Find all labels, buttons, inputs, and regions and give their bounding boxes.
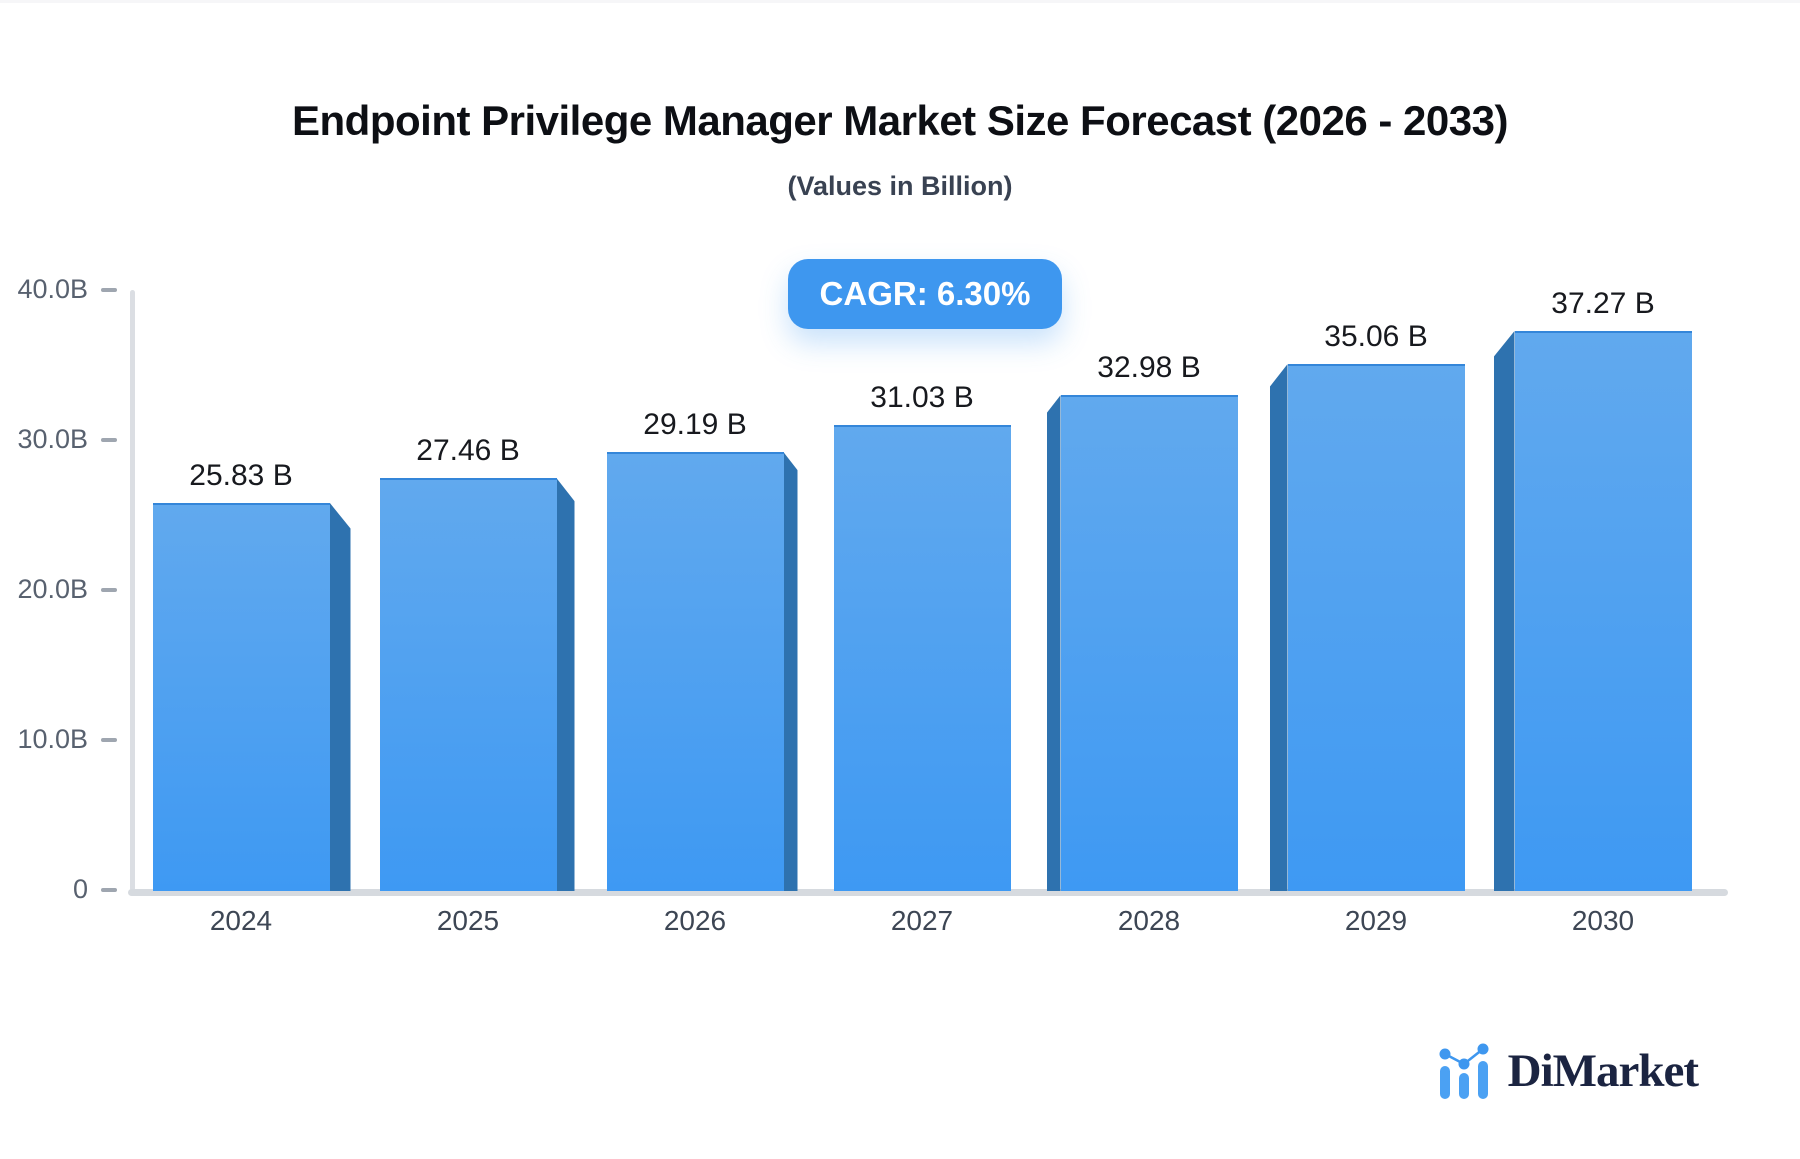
y-axis-tick-label: 30.0B: [17, 424, 88, 454]
y-axis-tick-mark: [101, 588, 117, 592]
bar-2025: [379, 478, 557, 891]
cagr-badge: CAGR: 6.30%: [788, 259, 1062, 329]
bar-2026: [606, 452, 784, 891]
bar-2029: [1287, 364, 1465, 891]
y-axis-line: [130, 290, 135, 891]
bar-value-label: 27.46 B: [416, 434, 520, 468]
y-axis-tick-mark: [101, 738, 117, 742]
bar-value-label: 35.06 B: [1324, 320, 1428, 354]
x-axis-category-label: 2030: [1571, 905, 1635, 936]
bar-value-label: 32.98 B: [1097, 351, 1201, 385]
y-axis-tick-label: 40.0B: [17, 274, 88, 304]
chart-subtitle: (Values in Billion): [787, 171, 1013, 201]
bar-chart-plot-area: 0 10.0B 20.0B 30.0B 40.0B 25.83 B 2024 27.46 B 2…: [0, 3, 1800, 1159]
x-axis-category-label: 2027: [890, 905, 954, 936]
bar-3d-side-2025: [556, 478, 575, 891]
bar-3d-side-2030: [1493, 330, 1515, 891]
bar-3d-side-2024: [329, 502, 351, 891]
bar-3d-side-2026: [783, 452, 798, 891]
x-axis-category-label: 2028: [1117, 905, 1181, 936]
y-axis-tick-label: 10.0B: [17, 724, 88, 754]
y-axis-tick-label: 20.0B: [17, 574, 88, 604]
bar-2027: [833, 424, 1011, 891]
bar-value-label: 31.03 B: [870, 380, 974, 414]
y-axis-tick-label: 0: [72, 874, 88, 904]
y-axis-tick-mark: [101, 888, 117, 892]
bar-2028: [1060, 395, 1238, 891]
chart-title: Endpoint Privilege Manager Market Size F…: [292, 97, 1508, 144]
x-axis-category-label: 2026: [663, 905, 727, 936]
bar-value-label: 37.27 B: [1551, 286, 1655, 320]
x-axis-category-label: 2029: [1344, 905, 1408, 936]
logo-wordmark: DiMarket: [1507, 1045, 1699, 1097]
bar-value-label: 25.83 B: [189, 458, 293, 492]
bar-value-label: 29.19 B: [643, 408, 747, 442]
dimarket-logo: DiMarket: [1438, 1042, 1699, 1100]
mini-bar-chart-icon: [1438, 1042, 1492, 1100]
y-axis-tick-mark: [101, 288, 117, 292]
bar-3d-side-2028: [1046, 395, 1061, 891]
bar-2024: [152, 502, 330, 891]
x-axis-category-label: 2025: [436, 905, 500, 936]
bar-3d-side-2029: [1269, 364, 1288, 891]
x-axis-category-label: 2024: [209, 905, 273, 936]
x-axis-line: [128, 889, 1728, 896]
y-axis-tick-mark: [101, 438, 117, 442]
bar-2030: [1514, 330, 1692, 891]
